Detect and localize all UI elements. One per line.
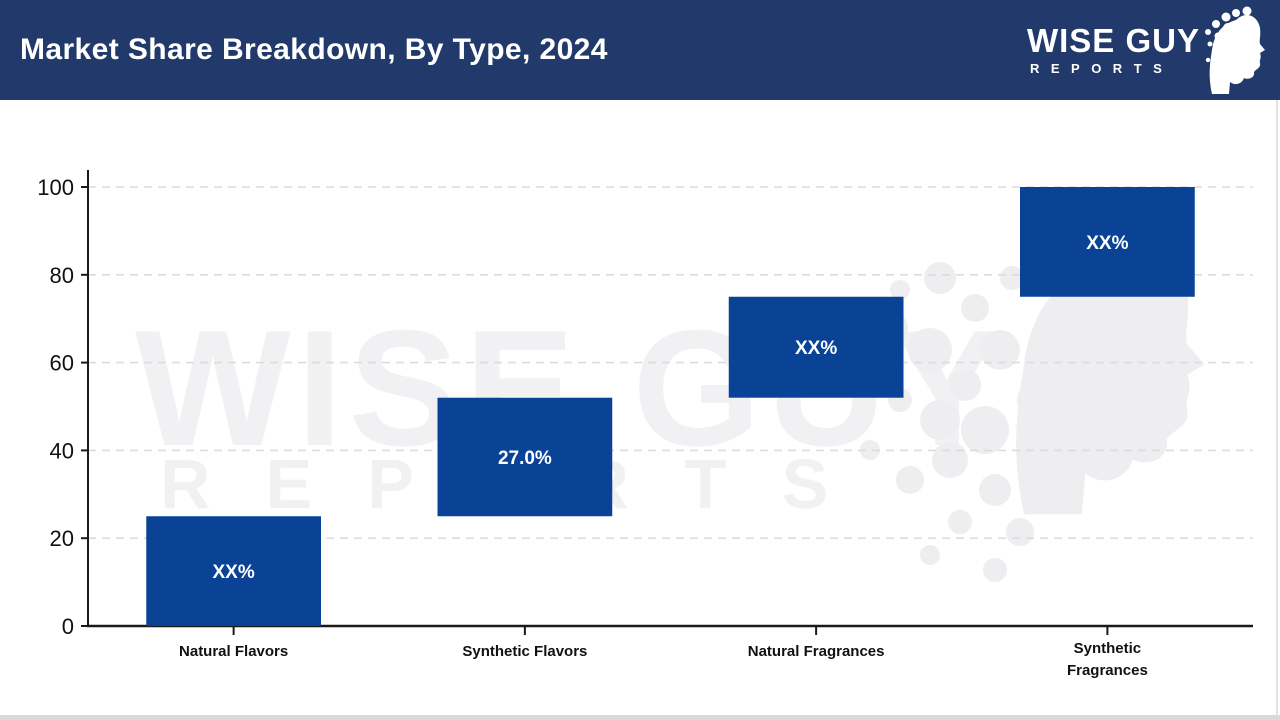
x-category-label: Natural Fragrances (748, 643, 885, 660)
bar-natural-flavors (146, 516, 321, 626)
bar-value-label: 27.0% (498, 448, 552, 469)
bar-synthetic-fragrances (1020, 187, 1195, 297)
bar-value-label: XX% (795, 338, 837, 359)
y-tick-label: 100 (37, 175, 74, 200)
y-tick-label: 0 (62, 614, 74, 639)
bar-natural-fragrances (728, 296, 904, 398)
logo-subtitle: REPORTS (1029, 61, 1174, 76)
watermark-face-icon (836, 245, 1205, 582)
chart-area: WISE GUYREPORTS020406080100XX%Natural Fl… (0, 100, 1280, 715)
y-tick-label: 60 (50, 351, 74, 376)
bar-synthetic-flavors (437, 397, 613, 517)
y-tick-label: 20 (50, 526, 74, 551)
x-category-label: Fragrances (1067, 662, 1148, 679)
x-category-label: Synthetic Flavors (462, 643, 587, 660)
y-tick-label: 40 (50, 438, 74, 463)
logo-wordmark: WISE GUY (1026, 22, 1200, 59)
bar-value-label: XX% (213, 562, 255, 583)
x-category-label: Synthetic (1074, 640, 1142, 657)
page-title: Market Share Breakdown, By Type, 2024 (20, 33, 608, 66)
x-category-label: Natural Flavors (179, 643, 288, 660)
y-tick-label: 80 (50, 263, 74, 288)
waterfall-bar-chart: WISE GUYREPORTS020406080100XX%Natural Fl… (37, 170, 1253, 679)
wise-guy-face-icon (1205, 6, 1265, 94)
bar-value-label: XX% (1086, 233, 1128, 254)
header-bar: Market Share Breakdown, By Type, 2024 WI… (0, 0, 1280, 100)
wise-guy-reports-logo: WISE GUY REPORTS (1027, 6, 1266, 94)
logo-text: WISE GUY REPORTS (1026, 22, 1200, 77)
bottom-border (0, 715, 1280, 720)
right-border (1276, 100, 1278, 715)
